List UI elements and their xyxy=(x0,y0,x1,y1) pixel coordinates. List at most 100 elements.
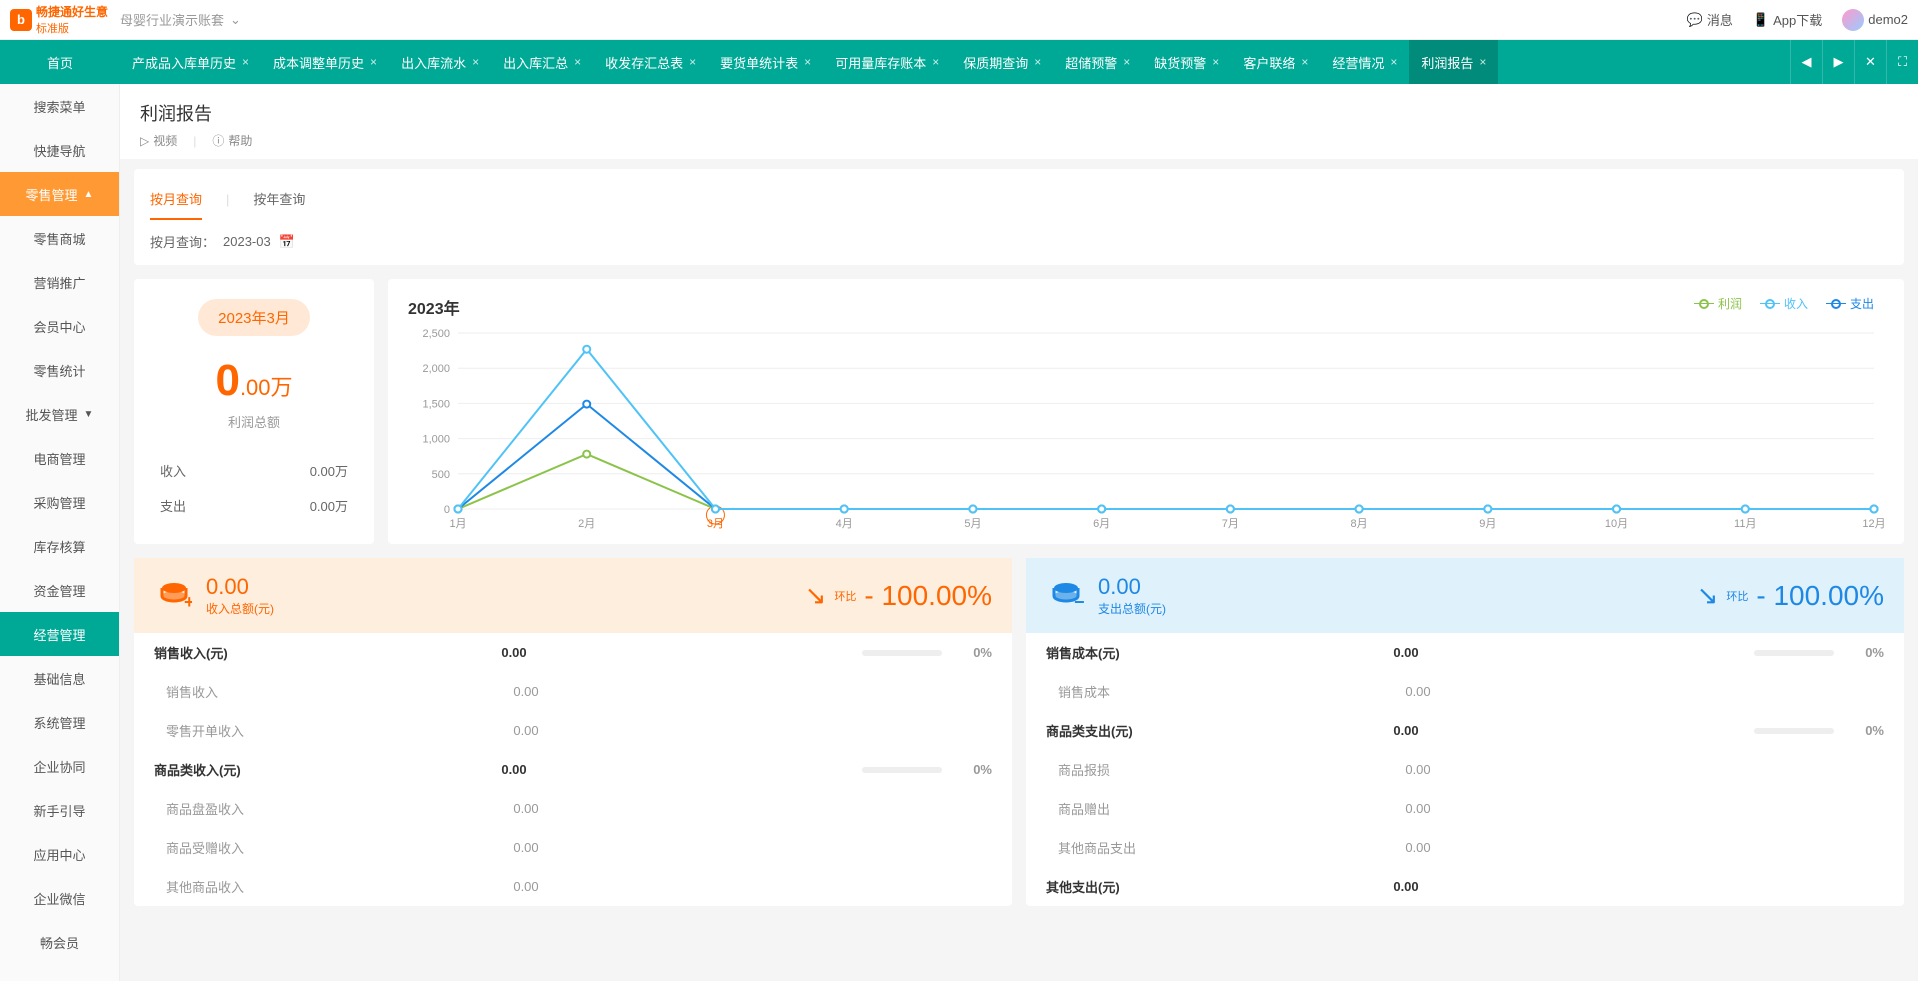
svg-text:9月: 9月 xyxy=(1479,518,1496,530)
tab-5[interactable]: 要货单统计表× xyxy=(708,40,823,84)
detail-row: 商品类支出(元)0.000% xyxy=(1026,711,1904,750)
svg-text:2,500: 2,500 xyxy=(422,328,450,340)
tab-1[interactable]: 成本调整单历史 × xyxy=(261,40,389,84)
tab-10[interactable]: 客户联络× xyxy=(1231,40,1320,84)
sidebar-item-label: 畅会员 xyxy=(40,933,79,952)
sidebar-item-10[interactable]: 库存核算 xyxy=(0,524,119,568)
tab-9[interactable]: 缺货预警× xyxy=(1142,40,1231,84)
caret-icon: ▼ xyxy=(84,409,94,420)
sidebar-item-9[interactable]: 采购管理 xyxy=(0,480,119,524)
logo-icon: b xyxy=(10,9,32,31)
close-icon[interactable]: × xyxy=(1390,55,1397,69)
tab-11[interactable]: 经营情况× xyxy=(1320,40,1409,84)
help-link[interactable]: ⓘ帮助 xyxy=(212,132,252,149)
tab-scroll-right[interactable]: ▶ xyxy=(1822,40,1854,84)
profit-total: 0.00万 xyxy=(154,356,354,406)
svg-text:8月: 8月 xyxy=(1351,518,1368,530)
close-icon[interactable]: × xyxy=(932,55,939,69)
tab-12[interactable]: 利润报告× xyxy=(1409,40,1498,84)
close-icon[interactable]: × xyxy=(689,55,696,69)
tab-0[interactable]: 产成品入库单历史 × xyxy=(120,40,261,84)
detail-row: 其他商品支出0.00 xyxy=(1026,828,1904,867)
query-panel: 按月查询 | 按年查询 按月查询： 2023-03 📅 xyxy=(134,169,1904,265)
close-icon[interactable]: × xyxy=(472,55,479,69)
sidebar-item-0[interactable]: 搜索菜单 xyxy=(0,84,119,128)
app-download-button[interactable]: 📱 App下载 xyxy=(1753,10,1822,29)
row-value: 0.00 xyxy=(1306,645,1506,660)
sidebar-item-2[interactable]: 零售管理▲ xyxy=(0,172,119,216)
row-bar: 0% xyxy=(614,645,992,660)
close-icon[interactable]: × xyxy=(804,55,811,69)
topbar: b 畅捷通好生意 标准版 母婴行业演示账套 ⌄ 💬 消息 📱 App下载 dem… xyxy=(0,0,1918,40)
tab-scroll-left[interactable]: ◀ xyxy=(1790,40,1822,84)
trend-down-icon: ↘ xyxy=(805,580,827,611)
user-menu[interactable]: demo2 xyxy=(1842,9,1908,31)
video-link[interactable]: ▷视频 xyxy=(140,132,177,149)
query-tab-month[interactable]: 按月查询 xyxy=(150,179,202,220)
row-name: 商品类收入(元) xyxy=(154,760,414,779)
sidebar-item-11[interactable]: 资金管理 xyxy=(0,568,119,612)
close-icon[interactable]: × xyxy=(1212,55,1219,69)
separator: | xyxy=(193,132,196,149)
tab-4[interactable]: 收发存汇总表× xyxy=(593,40,708,84)
sidebar-item-label: 会员中心 xyxy=(33,317,85,336)
tab-7[interactable]: 保质期查询× xyxy=(951,40,1053,84)
svg-text:2月: 2月 xyxy=(578,518,595,530)
sidebar-item-14[interactable]: 系统管理 xyxy=(0,700,119,744)
close-icon[interactable]: × xyxy=(1034,55,1041,69)
row-name: 商品受赠收入 xyxy=(166,838,426,857)
tab-3[interactable]: 出入库汇总× xyxy=(491,40,593,84)
sidebar-item-4[interactable]: 营销推广 xyxy=(0,260,119,304)
close-icon[interactable]: × xyxy=(1123,55,1130,69)
expense-sub: 支出总额(元) xyxy=(1098,600,1166,617)
sidebar-item-13[interactable]: 基础信息 xyxy=(0,656,119,700)
sidebar-item-16[interactable]: 新手引导 xyxy=(0,788,119,832)
row-value: 0.00 xyxy=(1306,879,1506,894)
tab-label: 成本调整单历史 xyxy=(273,53,364,72)
sidebar-item-17[interactable]: 应用中心 xyxy=(0,832,119,876)
legend-profit: 利润 xyxy=(1718,295,1742,312)
sidebar-item-19[interactable]: 畅会员 xyxy=(0,920,119,964)
sidebar-item-12[interactable]: 经营管理 xyxy=(0,612,119,656)
svg-text:11月: 11月 xyxy=(1734,518,1756,530)
sidebar-item-5[interactable]: 会员中心 xyxy=(0,304,119,348)
tab-close-all[interactable]: ✕ xyxy=(1854,40,1886,84)
calendar-icon[interactable]: 📅 xyxy=(279,234,295,250)
close-icon[interactable]: × xyxy=(1301,55,1308,69)
sidebar-item-label: 库存核算 xyxy=(33,537,85,556)
detail-row: 商品赠出0.00 xyxy=(1026,789,1904,828)
sidebar-item-15[interactable]: 企业协同 xyxy=(0,744,119,788)
account-select[interactable]: 母婴行业演示账套 ⌄ xyxy=(120,10,241,29)
messages-button[interactable]: 💬 消息 xyxy=(1687,10,1733,29)
tab-home[interactable]: 首页 xyxy=(0,40,120,84)
sidebar-item-3[interactable]: 零售商城 xyxy=(0,216,119,260)
sidebar-item-8[interactable]: 电商管理 xyxy=(0,436,119,480)
sidebar-item-18[interactable]: 企业微信 xyxy=(0,876,119,920)
tab-2[interactable]: 出入库流水× xyxy=(389,40,491,84)
close-icon[interactable]: × xyxy=(1479,55,1486,69)
account-select-label: 母婴行业演示账套 xyxy=(120,10,224,29)
row-name: 零售开单收入 xyxy=(166,721,426,740)
expense-stats-card: − 0.00 支出总额(元) ↘ 环比 - 1 xyxy=(1026,558,1904,906)
sidebar-item-1[interactable]: 快捷导航 xyxy=(0,128,119,172)
ring-label: 环比 xyxy=(834,588,856,604)
query-tab-year[interactable]: 按年查询 xyxy=(253,179,305,220)
sidebar-item-label: 零售管理 xyxy=(26,185,78,204)
tab-6[interactable]: 可用量库存账本× xyxy=(823,40,951,84)
tab-fullscreen[interactable]: ⛶ xyxy=(1886,40,1918,84)
sidebar-item-label: 搜索菜单 xyxy=(33,97,85,116)
query-value[interactable]: 2023-03 xyxy=(223,234,271,249)
close-icon[interactable]: × xyxy=(242,55,249,69)
tab-8[interactable]: 超储预警× xyxy=(1053,40,1142,84)
sidebar-item-6[interactable]: 零售统计 xyxy=(0,348,119,392)
close-icon[interactable]: × xyxy=(370,55,377,69)
row-name: 其他商品收入 xyxy=(166,877,426,896)
expense-amount: 0.00 xyxy=(1098,574,1166,600)
summary-pill: 2023年3月 xyxy=(198,299,310,336)
close-icon[interactable]: × xyxy=(574,55,581,69)
row-name: 商品类支出(元) xyxy=(1046,721,1306,740)
tab-label: 产成品入库单历史 xyxy=(132,53,236,72)
row-name: 销售收入 xyxy=(166,682,426,701)
sidebar-item-label: 企业协同 xyxy=(33,757,85,776)
sidebar-item-7[interactable]: 批发管理▼ xyxy=(0,392,119,436)
